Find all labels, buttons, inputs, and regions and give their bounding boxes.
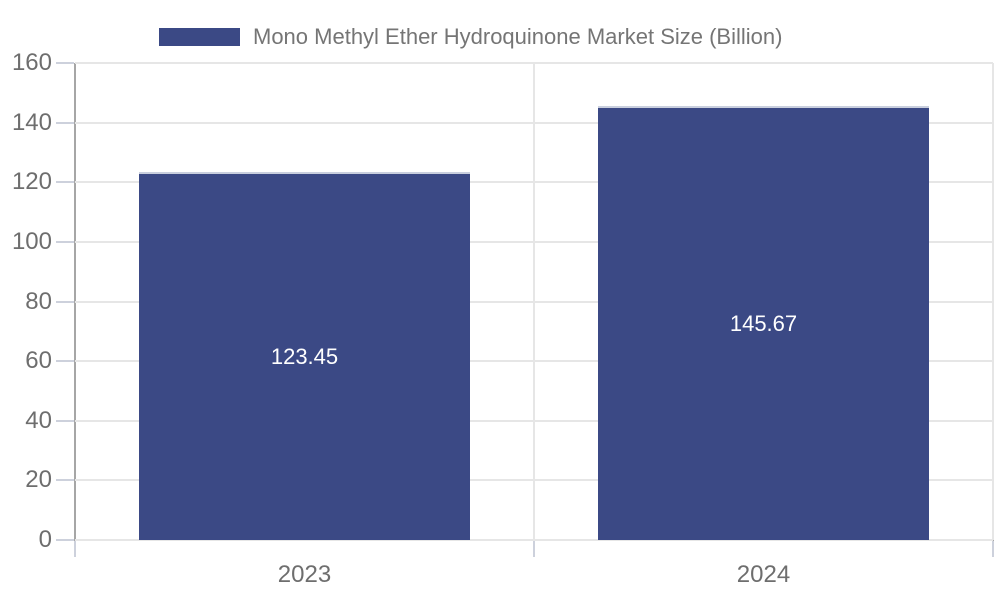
y-axis-tick-label: 20 <box>25 466 52 494</box>
y-axis-tick-label: 40 <box>25 406 52 434</box>
gridline <box>75 539 993 541</box>
y-axis-tick <box>56 479 74 482</box>
y-axis-tick-label: 100 <box>11 227 52 255</box>
legend-label: Mono Methyl Ether Hydroquinone Market Si… <box>253 24 783 49</box>
x-axis-category-label: 2024 <box>736 561 791 588</box>
category-split-line <box>533 63 535 540</box>
x-axis-tick <box>992 541 994 557</box>
y-axis-tick <box>56 419 74 422</box>
y-axis-tick-label: 0 <box>38 526 52 553</box>
y-axis-tick-label: 120 <box>11 168 52 196</box>
y-axis-tick-label: 80 <box>25 287 52 315</box>
y-axis-tick-label: 160 <box>11 49 52 76</box>
y-axis-tick <box>56 300 74 303</box>
legend[interactable]: Mono Methyl Ether Hydroquinone Market Si… <box>159 24 782 50</box>
x-axis-tick <box>533 541 535 557</box>
y-axis-tick <box>56 62 74 64</box>
bar[interactable]: 123.45 <box>139 171 470 540</box>
y-axis-tick <box>56 539 74 541</box>
bar-value-label: 123.45 <box>270 343 339 369</box>
bar[interactable]: 145.67 <box>598 105 929 540</box>
y-axis-tick-label: 140 <box>11 108 52 136</box>
y-axis-tick <box>56 240 74 243</box>
x-axis-tick <box>74 541 76 557</box>
bar-value-label: 145.67 <box>729 310 798 336</box>
category-split-line <box>992 63 994 540</box>
y-axis-tick <box>56 181 74 184</box>
y-axis-tick <box>56 360 74 363</box>
x-axis-category-label: 2023 <box>277 561 332 588</box>
y-axis-tick-label: 60 <box>25 347 52 375</box>
y-axis-tick <box>56 121 74 124</box>
legend-swatch-icon <box>159 28 240 46</box>
